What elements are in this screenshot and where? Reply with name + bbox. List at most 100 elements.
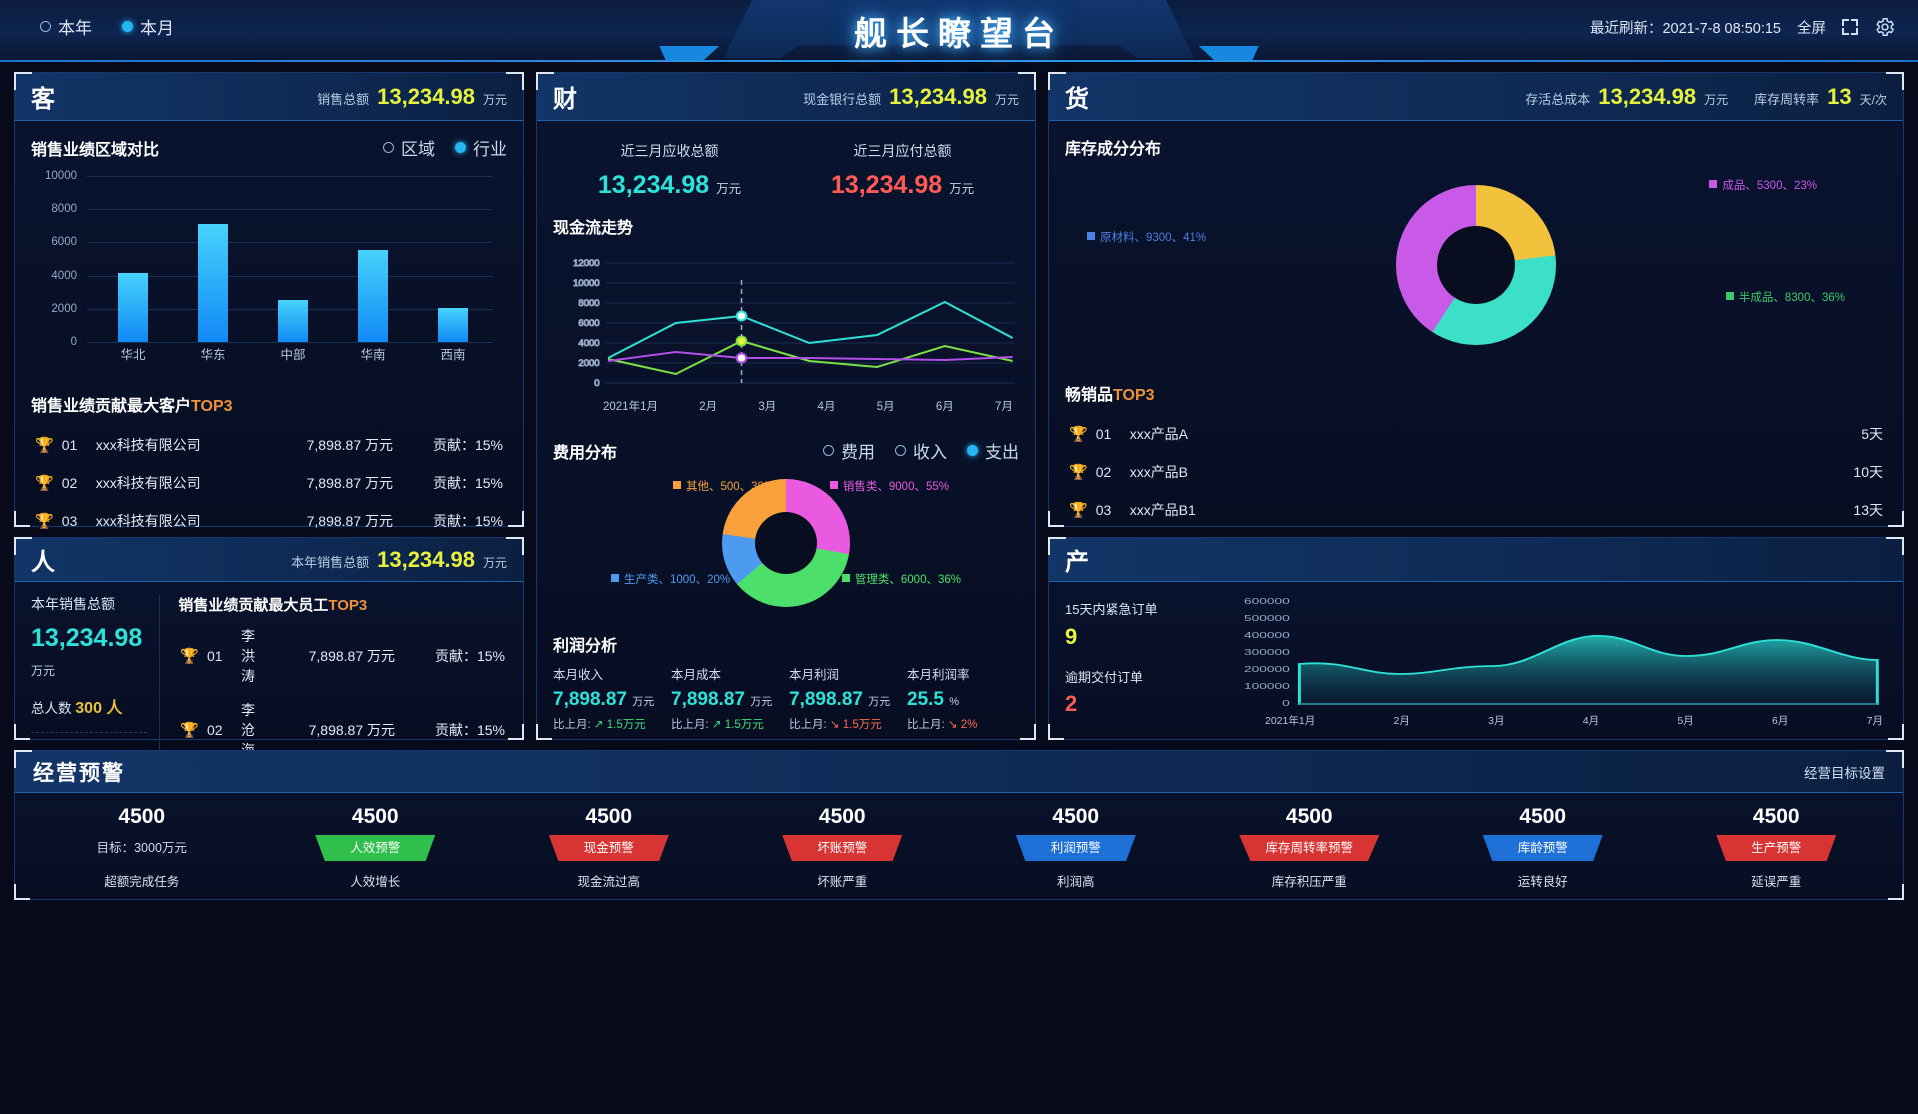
- list-item[interactable]: 🏆 01 xxx产品A 5天: [1065, 415, 1887, 453]
- customer-contrib: 贡献：15%: [432, 475, 503, 491]
- bar-x-axis: 华北 华东 中部 华南 西南: [93, 344, 493, 366]
- list-item[interactable]: 🏆 03 xxx产品B1 13天: [1065, 491, 1887, 529]
- receivable-payable-row: 近三月应收总额 13,234.98 万元 近三月应付总额 13,234.98 万…: [553, 141, 1019, 200]
- profit-cell-profit: 本月利润 7,898.87 万元 比上月: ↘ 1.5万元: [789, 668, 891, 731]
- cf-x-4: 5月: [876, 401, 895, 413]
- customer-title: 客: [31, 86, 57, 113]
- toggle-expense[interactable]: 费用: [823, 438, 875, 463]
- radio-this-year[interactable]: 本年: [40, 14, 92, 39]
- cashflow-x-axis: 2021年1月 2月 3月 4月 5月 6月 7月: [603, 398, 1013, 414]
- bar-huadong: [198, 224, 228, 342]
- warning-item-turnover[interactable]: 4500 库存周转率预警 库存积压严重: [1219, 805, 1399, 890]
- warning-desc: 坏账严重: [817, 875, 868, 889]
- fullscreen-label[interactable]: 全屏: [1797, 20, 1826, 37]
- svg-text:200000: 200000: [1244, 665, 1290, 674]
- trophy-icon: 🏆: [1069, 464, 1088, 481]
- radio-this-year-dot: [40, 21, 51, 32]
- produce-title: 产: [1065, 549, 1091, 576]
- customer-panel-header: 客 销售总额 13,234.98 万元: [15, 73, 523, 121]
- gear-icon[interactable]: [1874, 16, 1896, 38]
- bar-xlabel-3: 华南: [360, 348, 386, 362]
- customer-value: 7,898.87 万元: [306, 513, 393, 529]
- employee-value: 7,898.87 万元: [308, 648, 395, 664]
- business-goal-settings-button[interactable]: 经营目标设置: [1804, 765, 1885, 781]
- warning-tag: 库龄预警: [1482, 835, 1603, 861]
- headcount-row: 总人数 300 人: [31, 700, 123, 717]
- profit-cell-income: 本月收入 7,898.87 万元 比上月: ↗ 1.5万元: [553, 668, 655, 731]
- warning-title: 经营预警: [33, 761, 125, 785]
- toggle-industry-dot: [455, 142, 466, 153]
- toggle-income[interactable]: 收入: [895, 438, 947, 463]
- rank: 03: [1095, 502, 1112, 518]
- overdue-order-label: 逾期交付订单: [1065, 669, 1144, 685]
- warning-item-target[interactable]: 4500 目标：3000万元 超额完成任务: [52, 805, 232, 890]
- warning-item-efficiency[interactable]: 4500 人效预警 人效增长: [285, 805, 465, 890]
- person-total-label: 本年销售总额: [31, 596, 115, 612]
- production-area-chart: 600000 500000 400000 300000 200000 10000…: [1209, 594, 1887, 727]
- warning-item-baddebt[interactable]: 4500 坏账预警 坏账严重: [752, 805, 932, 890]
- svg-text:2000: 2000: [578, 358, 599, 368]
- person-kpi-label: 本年销售总额: [291, 554, 370, 570]
- rank: 02: [207, 722, 223, 738]
- finance-kpi-unit: 万元: [994, 92, 1019, 107]
- table-row[interactable]: 🏆 02 李沧海 7,898.87 万元 贡献：15%: [178, 693, 507, 767]
- warning-panel-header: 经营预警 经营目标设置: [15, 751, 1903, 793]
- prod-x-0: 2021年1月: [1265, 715, 1316, 727]
- svg-text:0: 0: [1282, 699, 1290, 708]
- bestseller-title: 畅销品TOP3: [1065, 387, 1155, 404]
- cashflow-title: 现金流走势: [553, 220, 634, 237]
- list-item[interactable]: 🏆 02 xxx产品B 10天: [1065, 453, 1887, 491]
- employee-name: 李洪涛: [241, 628, 255, 684]
- warning-item-production[interactable]: 4500 生产预警 延误严重: [1686, 805, 1866, 890]
- expense-title: 费用分布: [553, 444, 618, 462]
- panel-warning: 经营预警 经营目标设置 4500 目标：3000万元 超额完成任务 4500 人…: [14, 750, 1904, 900]
- inventory-legend-raw: 原材料、9300、41%: [1087, 229, 1206, 245]
- customer-chart-title: 销售业绩区域对比: [31, 141, 160, 159]
- product-days: 10天: [1853, 464, 1883, 480]
- urgent-order-label: 15天内紧急订单: [1065, 602, 1158, 617]
- panel-produce: 产 15天内紧急订单 9 逾期交付订单 2 600000 500000: [1048, 537, 1904, 740]
- cf-x-3: 4月: [817, 401, 836, 413]
- customer-value: 7,898.87 万元: [306, 475, 393, 491]
- radio-this-month[interactable]: 本月: [122, 14, 174, 39]
- trophy-icon: 🏆: [35, 437, 54, 454]
- finance-kpi-value: 13,234.98: [889, 83, 987, 109]
- rank: 01: [61, 437, 78, 453]
- prod-x-6: 7月: [1866, 715, 1883, 727]
- warning-item-profit[interactable]: 4500 利润预警 利润高: [986, 805, 1166, 890]
- trophy-icon: 🏆: [1069, 502, 1088, 519]
- warning-tag: 坏账预警: [782, 835, 903, 861]
- customer-value: 7,898.87 万元: [306, 437, 393, 453]
- rank: 02: [1095, 464, 1112, 480]
- svg-text:12000: 12000: [573, 258, 599, 268]
- panel-person: 人 本年销售总额 13,234.98 万元 本年销售总额 13,234.98 万…: [14, 537, 524, 841]
- trophy-icon: 🏆: [180, 648, 199, 665]
- bar-y-axis: 10000 8000 6000 4000 2000 0: [45, 170, 77, 348]
- table-row[interactable]: 🏆 03 xxx科技有限公司 7,898.87 万元 贡献：15%: [31, 502, 507, 540]
- trend-down-icon: ↘: [829, 719, 840, 731]
- toggle-outcome[interactable]: 支出: [967, 438, 1019, 463]
- bar-xlabel-0: 华北: [120, 348, 146, 362]
- employee-value: 7,898.87 万元: [308, 722, 395, 738]
- toggle-region[interactable]: 区域: [383, 135, 435, 160]
- customer-top3-list: 🏆 01 xxx科技有限公司 7,898.87 万元 贡献：15% 🏆 02 x…: [31, 426, 507, 540]
- cf-x-2: 3月: [758, 401, 777, 413]
- panel-customer: 客 销售总额 13,234.98 万元 销售业绩区域对比 区域: [14, 72, 524, 530]
- svg-text:10000: 10000: [573, 278, 599, 288]
- sales-region-bar-chart: 10000 8000 6000 4000 2000 0: [31, 170, 507, 366]
- rank: 01: [1095, 426, 1112, 442]
- warning-item-age[interactable]: 4500 库龄预警 运转良好: [1453, 805, 1633, 890]
- warning-item-cash[interactable]: 4500 现金预警 现金流过高: [519, 805, 699, 890]
- fullscreen-icon[interactable]: [1842, 19, 1858, 35]
- svg-text:500000: 500000: [1244, 614, 1290, 623]
- profit-metrics: 本月收入 7,898.87 万元 比上月: ↗ 1.5万元 本月成本 7,898…: [553, 664, 1019, 732]
- table-row[interactable]: 🏆 01 李洪涛 7,898.87 万元 贡献：15%: [178, 619, 507, 693]
- toggle-industry[interactable]: 行业: [455, 135, 507, 160]
- customer-name: xxx科技有限公司: [95, 513, 201, 529]
- customer-kpi-value: 13,234.98: [377, 83, 475, 109]
- table-row[interactable]: 🏆 01 xxx科技有限公司 7,898.87 万元 贡献：15%: [31, 426, 507, 464]
- table-row[interactable]: 🏆 02 xxx科技有限公司 7,898.87 万元 贡献：15%: [31, 464, 507, 502]
- cf-x-1: 2月: [699, 401, 718, 413]
- inventory-donut-hole: [1437, 226, 1515, 304]
- panel-finance: 财 现金银行总额 13,234.98 万元 近三月应收总额 13,234.98 …: [536, 72, 1036, 740]
